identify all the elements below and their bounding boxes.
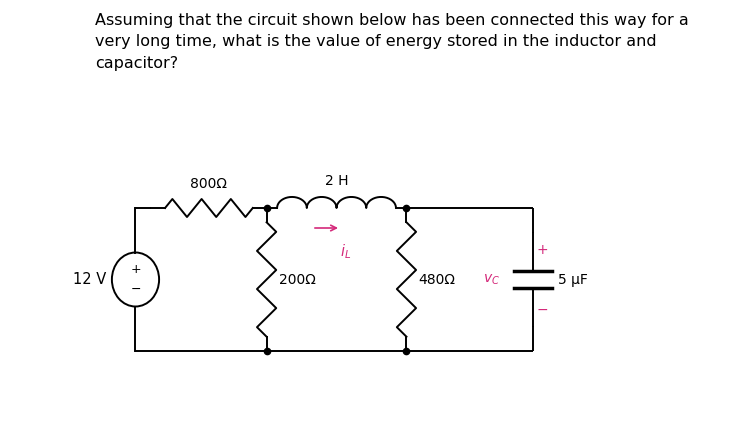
Text: $v_C$: $v_C$ bbox=[483, 272, 500, 287]
Text: 12 V: 12 V bbox=[73, 272, 107, 287]
Text: +: + bbox=[536, 242, 547, 256]
Text: 2 H: 2 H bbox=[325, 174, 349, 188]
Text: $i_L$: $i_L$ bbox=[340, 242, 351, 261]
Text: 800Ω: 800Ω bbox=[191, 177, 227, 191]
Text: 480Ω: 480Ω bbox=[419, 272, 456, 286]
Text: −: − bbox=[536, 302, 547, 316]
Text: −: − bbox=[130, 283, 141, 296]
Text: Assuming that the circuit shown below has been connected this way for a
very lon: Assuming that the circuit shown below ha… bbox=[96, 13, 689, 71]
Text: 200Ω: 200Ω bbox=[279, 272, 316, 286]
Text: 5 μF: 5 μF bbox=[558, 272, 587, 286]
Text: +: + bbox=[130, 263, 141, 276]
